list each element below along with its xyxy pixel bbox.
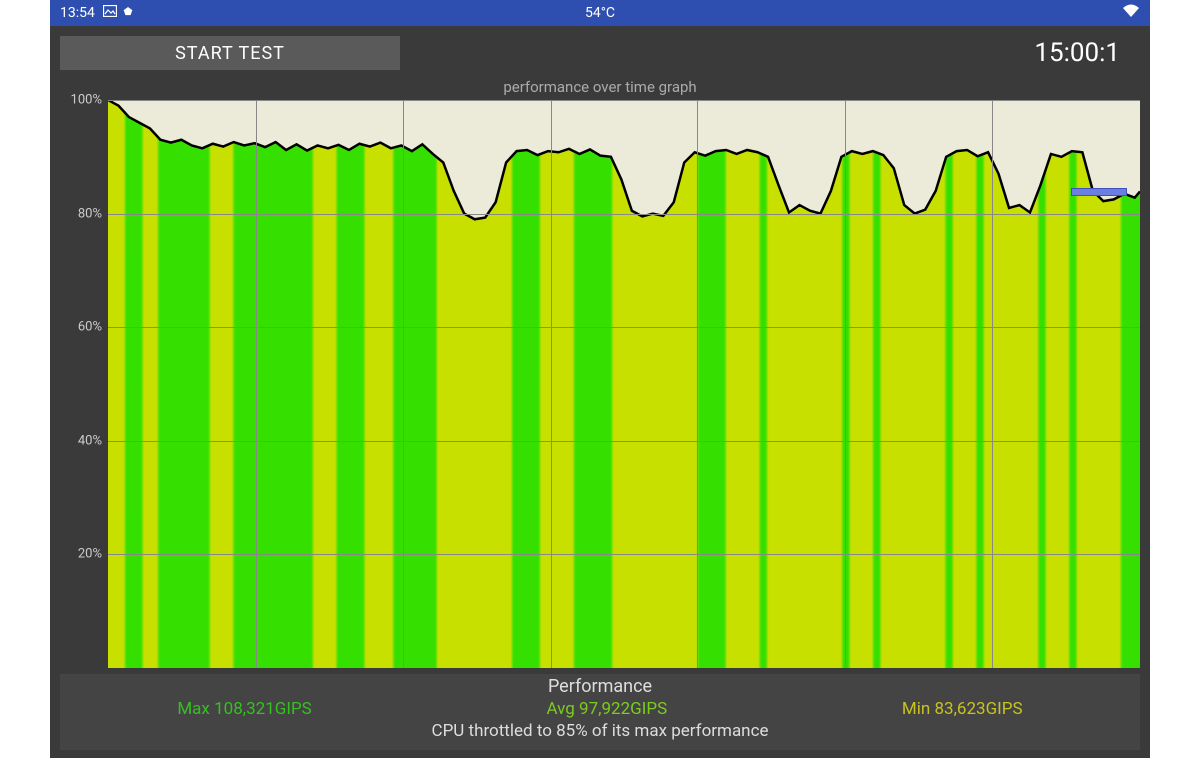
picture-icon xyxy=(103,5,117,21)
gridline-vertical xyxy=(403,100,404,668)
throttle-text: CPU throttled to 85% of its max performa… xyxy=(60,721,1140,741)
start-test-button[interactable]: START TEST xyxy=(60,36,400,70)
chart-title: performance over time graph xyxy=(60,78,1140,98)
stat-min: Min 83,623GIPS xyxy=(902,699,1023,719)
gridline-horizontal xyxy=(108,214,1140,215)
y-tick-label: 40% xyxy=(78,433,102,448)
chart-svg xyxy=(108,100,1140,668)
stat-max: Max 108,321GIPS xyxy=(177,699,311,719)
chart-plot-area xyxy=(108,100,1140,668)
y-axis-labels: 20%40%60%80%100% xyxy=(60,100,106,668)
wifi-icon xyxy=(1122,4,1140,22)
gridline-vertical xyxy=(845,100,846,668)
status-bar: 13:54 54°C xyxy=(50,0,1150,26)
gridline-vertical xyxy=(551,100,552,668)
statusbar-temperature: 54°C xyxy=(585,5,615,21)
gridline-vertical xyxy=(256,100,257,668)
gridline-horizontal xyxy=(108,554,1140,555)
current-marker xyxy=(1071,188,1127,196)
gridline-horizontal xyxy=(108,327,1140,328)
y-tick-label: 80% xyxy=(78,206,102,221)
statusbar-clock: 13:54 xyxy=(60,5,95,21)
gridline-vertical xyxy=(992,100,993,668)
chart-container: performance over time graph 20% 40% 60% 80%… xyxy=(60,78,1140,668)
gridline-horizontal xyxy=(108,441,1140,442)
performance-panel: Performance Max 108,321GIPS Avg 97,922GI… xyxy=(60,674,1140,750)
gridline-horizontal xyxy=(108,100,1140,101)
stat-avg: Avg 97,922GIPS xyxy=(546,699,667,719)
performance-header: Performance xyxy=(60,676,1140,697)
y-tick-label: 20% xyxy=(78,547,102,562)
countdown-timer: 15:00:1 xyxy=(1034,38,1120,68)
app-body: START TEST 15:00:1 performance over time… xyxy=(50,26,1150,758)
gridline-vertical xyxy=(697,100,698,668)
dot-icon xyxy=(123,6,133,21)
y-tick-label: 60% xyxy=(78,320,102,335)
y-tick-label: 100% xyxy=(71,93,102,108)
